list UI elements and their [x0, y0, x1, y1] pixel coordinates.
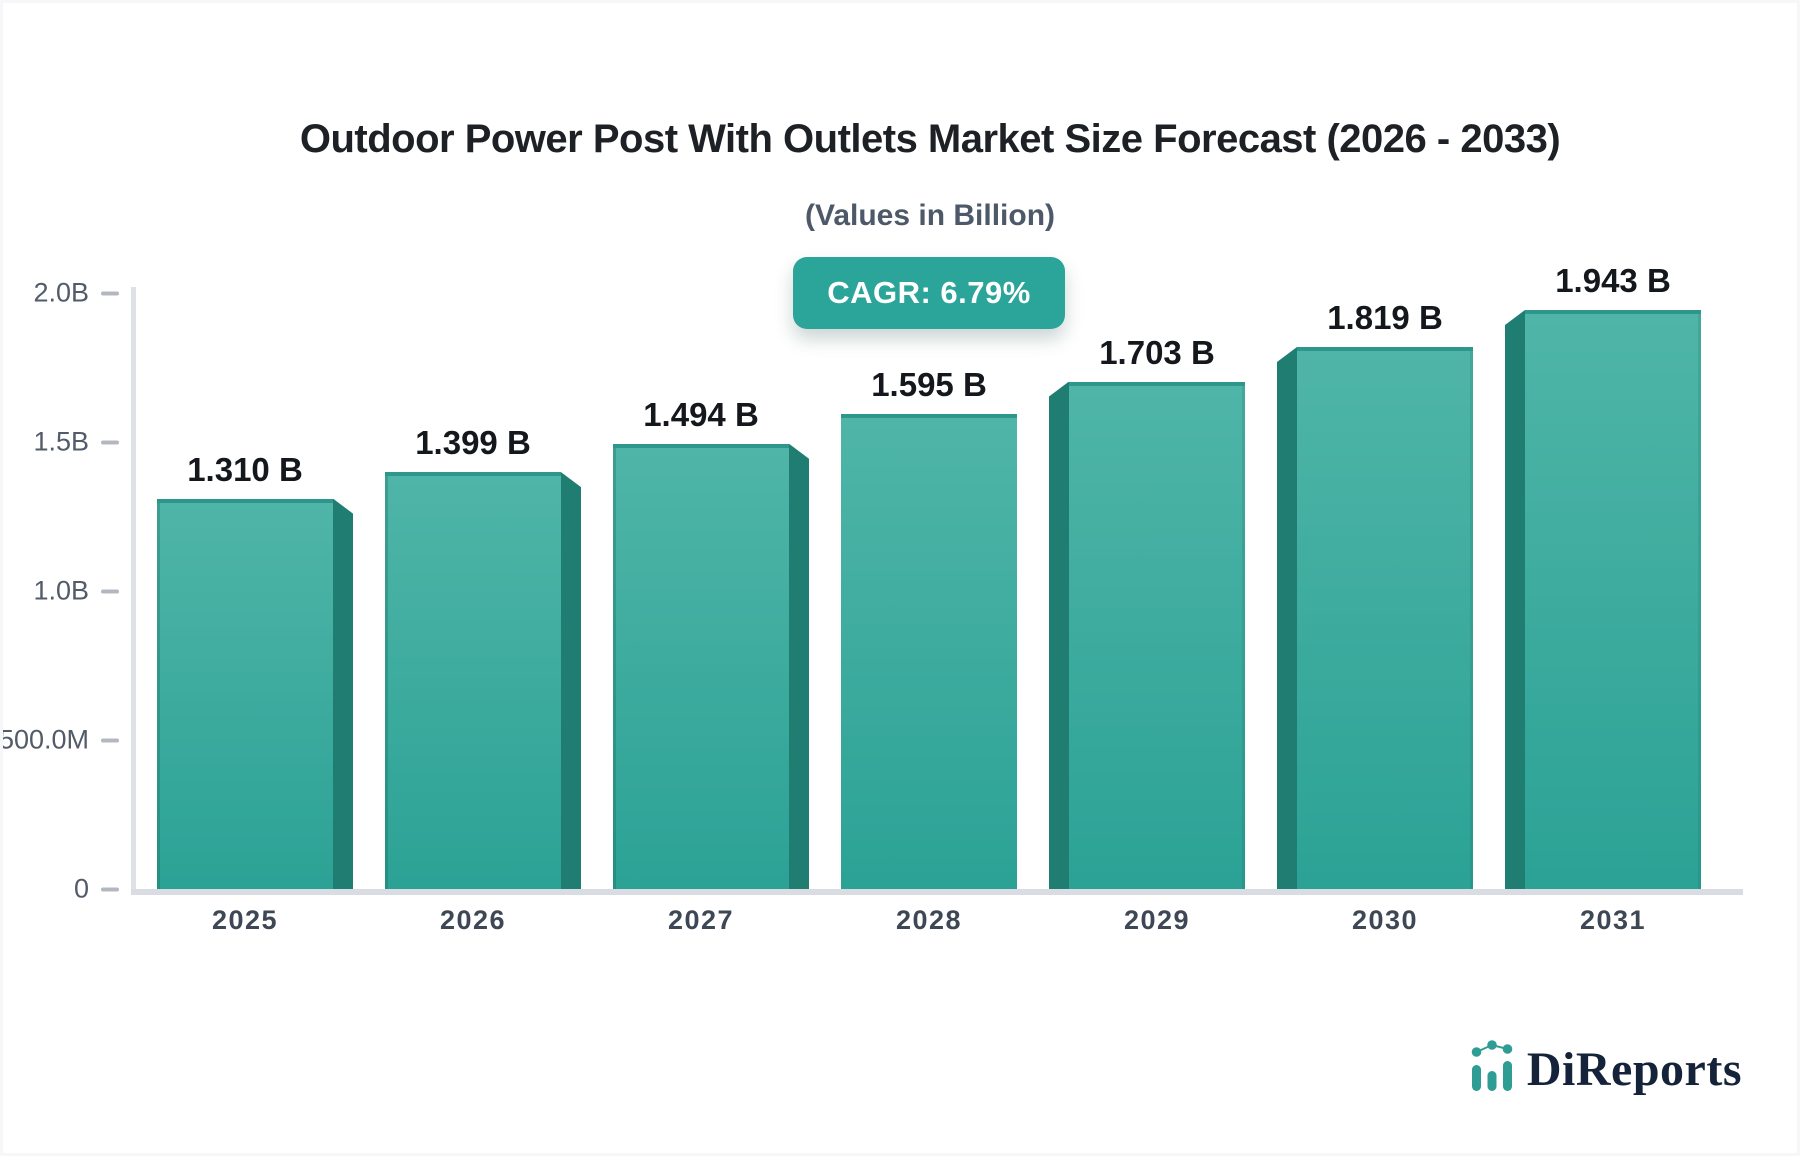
- x-axis-label-2030: 2030: [1351, 905, 1419, 935]
- bar-3d-side-2030: [1277, 346, 1297, 889]
- y-tick-label: 1.0B: [33, 575, 89, 606]
- bar-value-label-2028: 1.595 B: [871, 365, 987, 403]
- y-tick-label: 0: [73, 873, 89, 904]
- x-axis-label-2029: 2029: [1123, 905, 1191, 935]
- y-tick-mark: [101, 738, 119, 742]
- bar-value-label-2026: 1.399 B: [415, 424, 531, 462]
- bar-group-2025: 1.310 B 2025: [131, 293, 359, 935]
- bar-2029: [1069, 381, 1245, 889]
- bar-value-label-2031: 1.943 B: [1555, 262, 1671, 299]
- bar-group-2026: 1.399 B 2026: [359, 293, 587, 935]
- bar-2030: [1297, 346, 1473, 889]
- y-tick-label: 500.0M: [0, 724, 89, 755]
- y-tick-label: 2.0B: [33, 277, 89, 308]
- x-axis-label-2026: 2026: [439, 905, 507, 935]
- bar-group-2030: 1.819 B 2030: [1271, 293, 1499, 935]
- x-axis-label-2031: 2031: [1579, 905, 1647, 935]
- bar-3d-side-2026: [561, 472, 581, 889]
- y-tick-1.0B: 1.0B: [33, 576, 119, 607]
- y-tick-1.5B: 1.5B: [33, 427, 119, 458]
- mini-bar-chart-with-dots-icon: [1470, 1039, 1520, 1100]
- y-tick-2.0B: 2.0B: [33, 278, 119, 309]
- direports-logo: DiReports: [1470, 1039, 1742, 1100]
- x-axis-label-2028: 2028: [895, 905, 963, 935]
- x-axis-label-2025: 2025: [211, 905, 279, 935]
- bar-value-label-2030: 1.819 B: [1327, 298, 1443, 336]
- bars-container: 1.310 B 2025 1.399 B 2026 1.494 B 2027 1.595 B…: [131, 262, 1727, 935]
- x-axis-baseline: [131, 889, 1743, 895]
- bar-value-label-2029: 1.703 B: [1099, 333, 1215, 371]
- y-tick-500.0M: 500.0M: [0, 724, 119, 756]
- bar-value-label-2025: 1.310 B: [187, 450, 303, 488]
- cagr-badge-label: CAGR: 6.79%: [827, 275, 1031, 310]
- y-tick-mark: [101, 440, 119, 444]
- y-tick-label: 1.5B: [33, 426, 89, 457]
- y-tick-mark: [101, 589, 119, 593]
- bar-2026: [385, 472, 561, 889]
- logo-text: DiReports: [1526, 1043, 1742, 1096]
- y-tick-0: 0: [74, 874, 119, 905]
- bar-value-label-2027: 1.494 B: [643, 395, 759, 433]
- bar-2027: [613, 443, 789, 889]
- chart-title: Outdoor Power Post With Outlets Market S…: [299, 117, 1561, 161]
- bar-group-2027: 1.494 B 2027: [587, 293, 815, 935]
- y-tick-mark: [101, 291, 119, 295]
- bar-2031: [1525, 310, 1701, 889]
- cagr-badge: CAGR: 6.79%: [793, 257, 1065, 329]
- bar-3d-side-2031: [1505, 310, 1525, 889]
- bar-2025: [157, 498, 333, 889]
- bar-3d-side-2027: [789, 443, 809, 889]
- bar-group-2028: 1.595 B 2028: [815, 293, 1043, 935]
- bar-3d-side-2029: [1049, 381, 1069, 889]
- plot-area: 2.0B 1.5B 1.0B 500.0M 0 1.310 B 2025 1.399 B 20…: [3, 262, 1745, 935]
- x-axis-label-2027: 2027: [667, 905, 735, 935]
- bar-3d-side-2025: [333, 498, 353, 889]
- chart-subtitle: (Values in Billion): [804, 199, 1056, 232]
- bar-group-2031: 1.943 B 2031: [1499, 262, 1727, 935]
- y-tick-mark: [101, 887, 119, 891]
- bar-group-2029: 1.703 B 2029: [1043, 293, 1271, 935]
- y-axis-line: [131, 287, 136, 889]
- bar-2028: [841, 413, 1017, 889]
